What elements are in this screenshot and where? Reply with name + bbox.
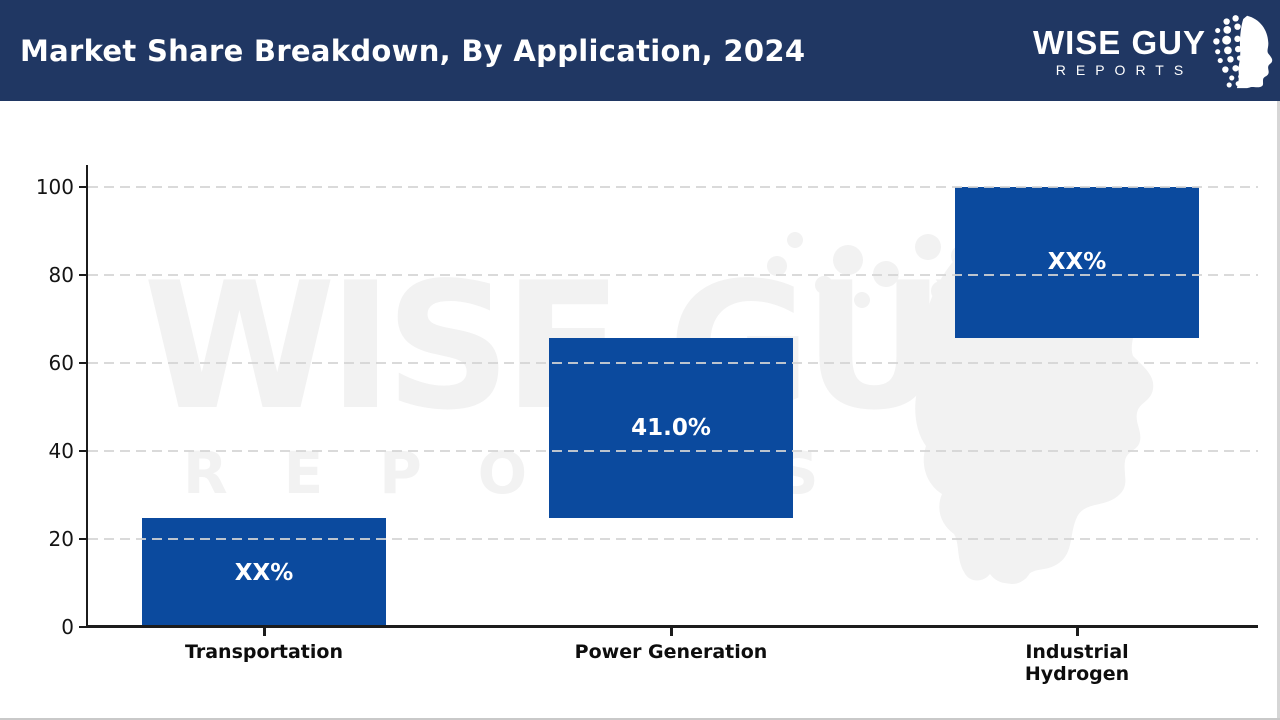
- x-axis-tick-power-generation: [669, 628, 673, 636]
- logo-face-icon: [1213, 15, 1273, 89]
- gridline-60: [88, 362, 1258, 364]
- x-axis-tick-industrial-hydrogen: [1075, 628, 1079, 636]
- bar-value-label-industrial-hydrogen: XX%: [1047, 249, 1107, 276]
- chart-title: Market Share Breakdown, By Application, …: [20, 33, 806, 68]
- bar-value-label-power-generation: 41.0%: [631, 415, 711, 442]
- header-bar: Market Share Breakdown, By Application, …: [0, 0, 1280, 101]
- plot-area: WISE GUY REPORTS 0 20 40 60 80 100 XX% Transpor…: [36, 165, 1258, 685]
- x-tick-label-industrial-hydrogen: Industrial Hydrogen: [917, 641, 1237, 685]
- y-axis-tick-80: [79, 274, 86, 276]
- page-border-right: [1277, 101, 1280, 720]
- logo-wordmark: WISE GUY: [1032, 23, 1206, 61]
- gridline-40: [88, 450, 1258, 452]
- bar-transportation: [142, 518, 386, 627]
- bar-industrial-hydrogen: [955, 187, 1199, 338]
- gridline-20: [88, 538, 1258, 540]
- y-axis-tick-20: [79, 538, 86, 540]
- page-border-bottom: [0, 718, 1280, 720]
- bar-power-generation: [549, 337, 793, 519]
- x-tick-label-power-generation: Power Generation: [511, 641, 831, 663]
- x-tick-label-line: Power Generation: [574, 641, 768, 663]
- y-tick-label-0: 0: [61, 615, 74, 639]
- x-tick-label-transportation: Transportation: [104, 641, 424, 663]
- logo-text: WISE GUY REPORTS: [1032, 23, 1206, 78]
- wiseguy-logo: WISE GUY REPORTS: [1033, 8, 1274, 94]
- y-axis-tick-40: [79, 450, 86, 452]
- gridline-80: [88, 274, 1258, 276]
- y-tick-label-80: 80: [48, 263, 74, 287]
- x-axis-tick-transportation: [262, 628, 266, 636]
- y-tick-label-100: 100: [35, 175, 74, 199]
- y-axis-tick-100: [79, 186, 86, 188]
- y-axis-line: [86, 165, 88, 628]
- x-tick-label-line: Industrial: [1025, 641, 1129, 663]
- logo-subtext: REPORTS: [1055, 61, 1194, 78]
- x-tick-label-line: Transportation: [184, 641, 343, 663]
- y-tick-label-20: 20: [48, 527, 74, 551]
- y-axis-tick-60: [79, 362, 86, 364]
- gridline-100: [88, 186, 1258, 188]
- x-tick-label-line: Hydrogen: [1024, 663, 1130, 685]
- y-tick-label-40: 40: [48, 439, 74, 463]
- bar-value-label-transportation: XX%: [234, 559, 294, 586]
- x-axis-line: [86, 625, 1258, 628]
- y-axis-tick-0: [79, 626, 86, 628]
- y-tick-label-60: 60: [48, 351, 74, 375]
